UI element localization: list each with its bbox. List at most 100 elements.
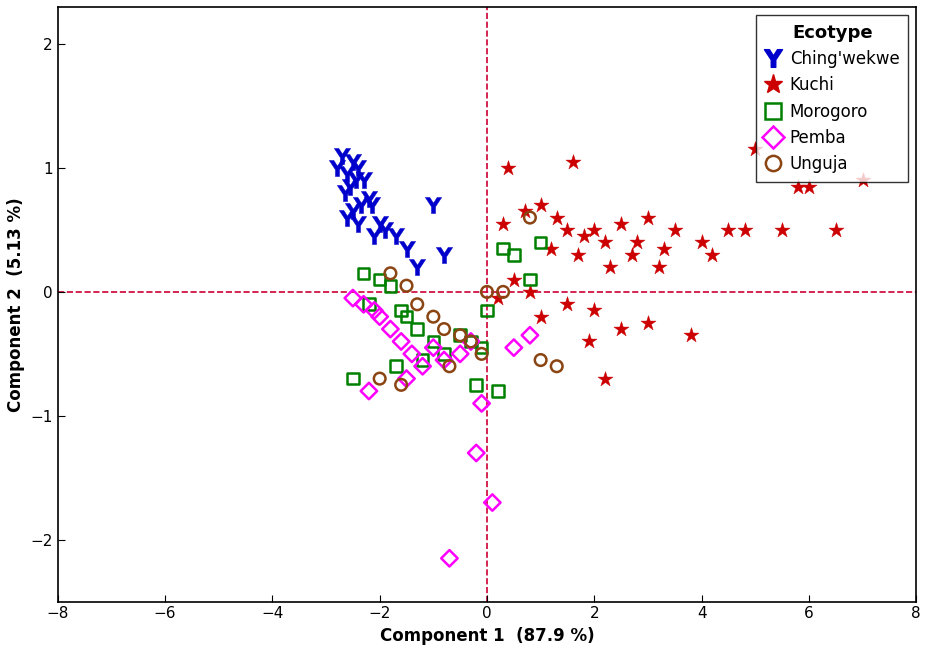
Unguja	[452, 330, 467, 340]
Ching'wekwe	[342, 181, 357, 192]
Kuchi	[560, 299, 575, 310]
Kuchi	[855, 175, 870, 186]
Ching'wekwe	[350, 218, 365, 229]
Pemba	[366, 305, 381, 316]
Y-axis label: Component 2  (5.13 %): Component 2 (5.13 %)	[6, 197, 25, 411]
Unguja	[410, 299, 425, 310]
Kuchi	[543, 243, 558, 254]
Unguja	[463, 336, 477, 347]
Unguja	[425, 312, 440, 322]
Unguja	[372, 374, 387, 384]
Kuchi	[624, 250, 639, 260]
Kuchi	[667, 225, 681, 235]
Kuchi	[506, 274, 521, 285]
Morogoro	[474, 342, 489, 353]
Morogoro	[399, 312, 413, 322]
Morogoro	[356, 268, 371, 278]
Ching'wekwe	[372, 218, 387, 229]
Unguja	[479, 287, 494, 297]
Pemba	[452, 349, 467, 359]
Kuchi	[489, 293, 504, 303]
Ching'wekwe	[337, 188, 352, 198]
Kuchi	[495, 218, 510, 229]
Ching'wekwe	[363, 200, 378, 211]
Morogoro	[372, 274, 387, 285]
Kuchi	[533, 200, 548, 211]
Kuchi	[570, 250, 585, 260]
Kuchi	[613, 218, 628, 229]
Kuchi	[693, 237, 708, 248]
Kuchi	[576, 231, 590, 241]
Kuchi	[565, 156, 579, 167]
Pemba	[393, 336, 408, 347]
Kuchi	[747, 144, 762, 155]
Unguja	[441, 361, 456, 372]
Unguja	[533, 355, 548, 365]
Kuchi	[640, 213, 654, 223]
Unguja	[393, 379, 408, 390]
Morogoro	[387, 361, 402, 372]
Kuchi	[720, 225, 735, 235]
Pemba	[345, 293, 360, 303]
Ching'wekwe	[345, 156, 360, 167]
Kuchi	[801, 181, 816, 192]
Ching'wekwe	[339, 213, 354, 223]
Kuchi	[828, 225, 843, 235]
Morogoro	[522, 274, 537, 285]
Morogoro	[468, 379, 483, 390]
Kuchi	[790, 181, 805, 192]
Morogoro	[410, 324, 425, 334]
Morogoro	[463, 336, 477, 347]
Unguja	[437, 324, 451, 334]
Kuchi	[774, 225, 789, 235]
Ching'wekwe	[353, 200, 368, 211]
Ching'wekwe	[345, 206, 360, 216]
Pemba	[425, 342, 440, 353]
Kuchi	[560, 225, 575, 235]
Kuchi	[640, 318, 654, 328]
Kuchi	[651, 262, 666, 273]
Ching'wekwe	[425, 200, 440, 211]
Kuchi	[586, 305, 601, 316]
Pemba	[404, 349, 419, 359]
Morogoro	[533, 237, 548, 248]
Unguja	[383, 268, 398, 278]
Pemba	[468, 448, 483, 458]
Unguja	[522, 213, 537, 223]
Pemba	[506, 342, 521, 353]
Ching'wekwe	[335, 151, 349, 161]
Kuchi	[597, 237, 612, 248]
Unguja	[495, 287, 510, 297]
Pemba	[463, 336, 477, 347]
Pemba	[414, 361, 429, 372]
Morogoro	[345, 374, 360, 384]
Pemba	[485, 497, 500, 508]
Morogoro	[383, 280, 398, 291]
Ching'wekwe	[399, 243, 413, 254]
Legend: Ching'wekwe, Kuchi, Morogoro, Pemba, Unguja: Ching'wekwe, Kuchi, Morogoro, Pemba, Ung…	[756, 15, 907, 182]
Ching'wekwe	[339, 169, 354, 179]
Pemba	[372, 312, 387, 322]
Pemba	[474, 398, 489, 409]
Pemba	[437, 355, 451, 365]
Morogoro	[362, 299, 376, 310]
Morogoro	[393, 305, 408, 316]
Ching'wekwe	[377, 225, 392, 235]
Unguja	[549, 361, 564, 372]
Kuchi	[501, 163, 515, 173]
Kuchi	[656, 243, 671, 254]
Unguja	[474, 349, 489, 359]
Kuchi	[613, 324, 628, 334]
Pemba	[356, 299, 371, 310]
Morogoro	[452, 330, 467, 340]
Ching'wekwe	[356, 175, 371, 186]
Kuchi	[736, 225, 751, 235]
Pemba	[362, 386, 376, 396]
Morogoro	[495, 243, 510, 254]
Ching'wekwe	[362, 194, 376, 204]
Ching'wekwe	[329, 163, 344, 173]
Kuchi	[581, 336, 596, 347]
Unguja	[399, 280, 413, 291]
Morogoro	[479, 305, 494, 316]
Kuchi	[522, 287, 537, 297]
